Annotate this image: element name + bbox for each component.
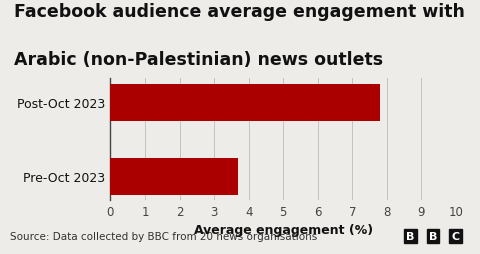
Text: B: B xyxy=(406,231,415,241)
Text: B: B xyxy=(429,231,437,241)
X-axis label: Average engagement (%): Average engagement (%) xyxy=(193,223,373,236)
Text: Arabic (non-Palestinian) news outlets: Arabic (non-Palestinian) news outlets xyxy=(14,51,384,69)
Bar xyxy=(110,158,238,195)
Bar xyxy=(110,84,380,121)
Text: C: C xyxy=(452,231,459,241)
Text: Facebook audience average engagement with: Facebook audience average engagement wit… xyxy=(14,3,465,21)
Text: Source: Data collected by BBC from 20 news organisations: Source: Data collected by BBC from 20 ne… xyxy=(10,231,317,241)
